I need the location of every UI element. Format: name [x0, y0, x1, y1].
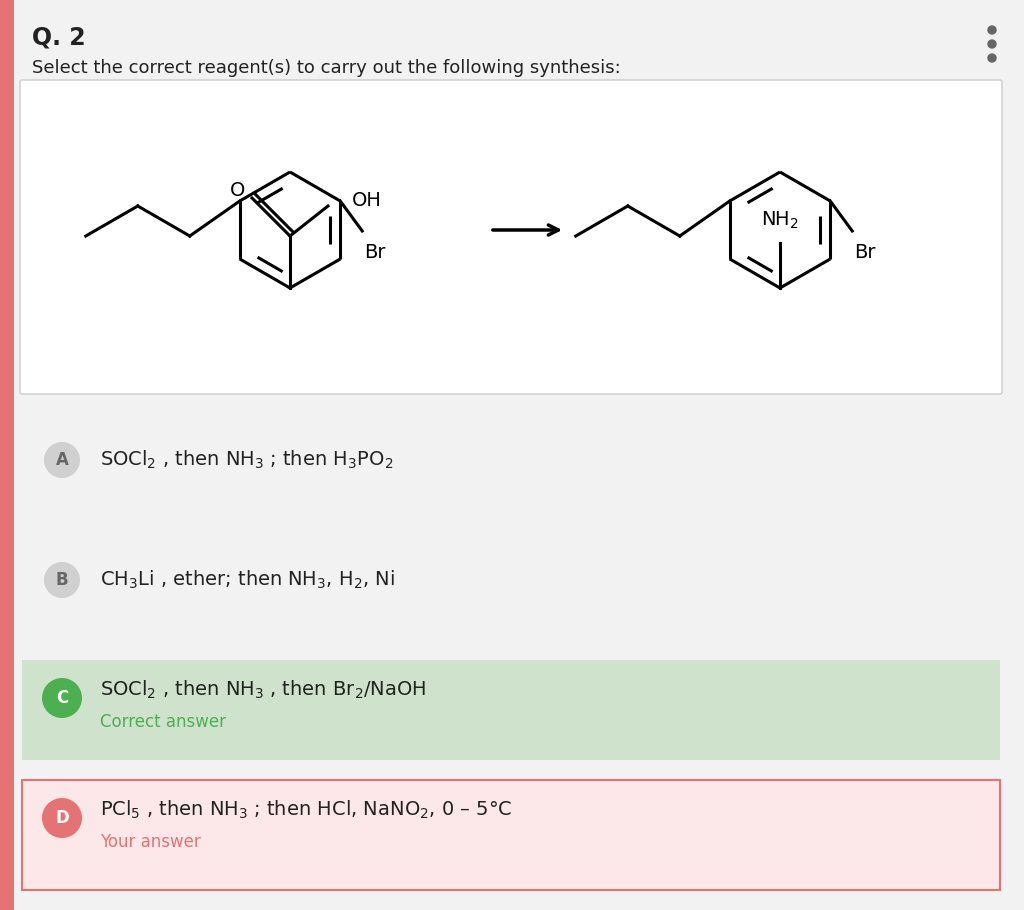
- Text: A: A: [55, 451, 69, 469]
- Text: Your answer: Your answer: [100, 833, 201, 851]
- Text: C: C: [56, 689, 69, 707]
- Bar: [22, 780, 1000, 890]
- Text: CH$_3$Li , ether; then NH$_3$, H$_2$, Ni: CH$_3$Li , ether; then NH$_3$, H$_2$, Ni: [100, 569, 395, 592]
- Text: Select the correct reagent(s) to carry out the following synthesis:: Select the correct reagent(s) to carry o…: [32, 59, 621, 77]
- Bar: [0, 0, 14, 910]
- Text: NH$_2$: NH$_2$: [761, 209, 799, 231]
- Text: Br: Br: [365, 243, 386, 262]
- Text: D: D: [55, 809, 69, 827]
- Text: O: O: [230, 180, 246, 199]
- Text: OH: OH: [352, 190, 382, 209]
- Text: Q. 2: Q. 2: [32, 26, 86, 50]
- Circle shape: [44, 562, 80, 598]
- Circle shape: [988, 40, 996, 48]
- Text: PCl$_5$ , then NH$_3$ ; then HCl, NaNO$_2$, 0 – 5°C: PCl$_5$ , then NH$_3$ ; then HCl, NaNO$_…: [100, 799, 512, 821]
- Text: SOCl$_2$ , then NH$_3$ ; then H$_3$PO$_2$: SOCl$_2$ , then NH$_3$ ; then H$_3$PO$_2…: [100, 449, 393, 471]
- Text: Br: Br: [854, 243, 876, 262]
- Circle shape: [988, 54, 996, 62]
- Circle shape: [42, 798, 82, 838]
- Text: SOCl$_2$ , then NH$_3$ , then Br$_2$/NaOH: SOCl$_2$ , then NH$_3$ , then Br$_2$/NaO…: [100, 679, 426, 701]
- FancyBboxPatch shape: [20, 80, 1002, 394]
- Circle shape: [42, 678, 82, 718]
- Circle shape: [44, 442, 80, 478]
- Text: B: B: [55, 571, 69, 589]
- Circle shape: [988, 26, 996, 34]
- Bar: [22, 660, 1000, 760]
- Text: Correct answer: Correct answer: [100, 713, 226, 731]
